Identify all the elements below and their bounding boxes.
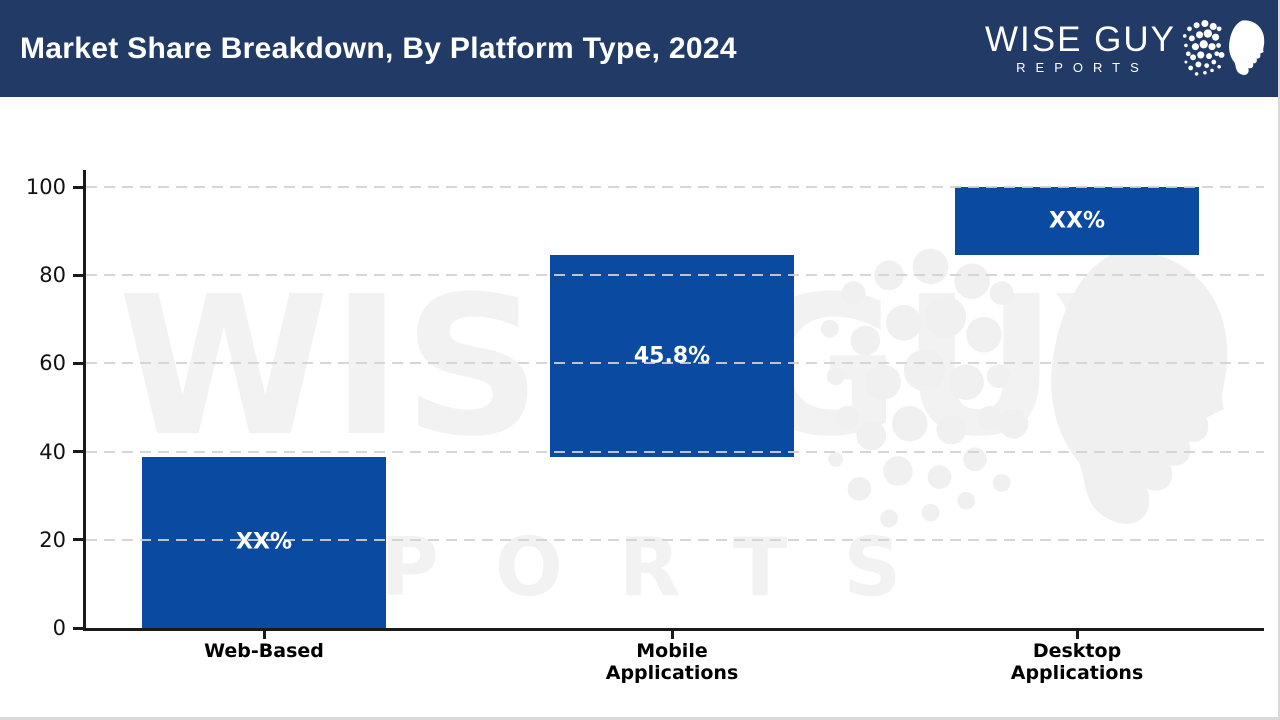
bar-value-label: XX%: [236, 529, 292, 555]
gridline-80: [86, 274, 1264, 277]
y-tick-label-40: 40: [39, 439, 66, 464]
x-tick-mark-1: [670, 631, 674, 639]
logo-wordmark: WISE GUY: [984, 20, 1176, 59]
logo-text-block: WISE GUY REPORTS: [985, 22, 1176, 75]
x-category-label: Web-Based: [204, 640, 324, 662]
y-tick-mark-0: [73, 626, 83, 630]
y-tick-label-80: 80: [39, 263, 66, 288]
bar-desktop-applications: [955, 187, 1199, 255]
x-tick-mark-2: [1075, 631, 1079, 639]
wiseguy-logo: WISE GUY REPORTS: [985, 12, 1266, 86]
wiseguy-face-icon: [1182, 19, 1265, 76]
x-tick-mark-0: [262, 631, 266, 639]
gridline-60: [86, 362, 1264, 365]
y-tick-mark-20: [73, 538, 83, 542]
bar-web-based: [142, 456, 386, 628]
x-category-label: Desktop Applications: [1010, 640, 1144, 684]
y-tick-mark-40: [73, 450, 83, 454]
y-tick-mark-60: [73, 361, 83, 365]
y-tick-label-60: 60: [39, 351, 66, 376]
y-axis-line: [83, 170, 86, 630]
gridline-40: [86, 450, 1264, 453]
x-category-label: Mobile Applications: [605, 640, 739, 684]
y-tick-mark-100: [73, 185, 83, 189]
y-tick-label-0: 0: [52, 616, 66, 640]
gridline-100: [86, 186, 1264, 188]
y-tick-label-100: 100: [25, 175, 66, 199]
bar-value-label: 45.8%: [633, 343, 711, 369]
bar-value-label: XX%: [1049, 208, 1105, 234]
watermark-face-icon: [820, 248, 1228, 528]
bar-mobile-applications: [550, 254, 794, 457]
logo-subtext: REPORTS: [1016, 60, 1149, 75]
y-tick-label-20: 20: [39, 527, 66, 552]
chart-title: Market Share Breakdown, By Platform Type…: [20, 31, 737, 65]
header: Market Share Breakdown, By Platform Type…: [0, 0, 1278, 97]
y-tick-mark-80: [73, 273, 83, 277]
x-axis-line: [83, 628, 1264, 631]
gridline-20: [86, 538, 1264, 541]
